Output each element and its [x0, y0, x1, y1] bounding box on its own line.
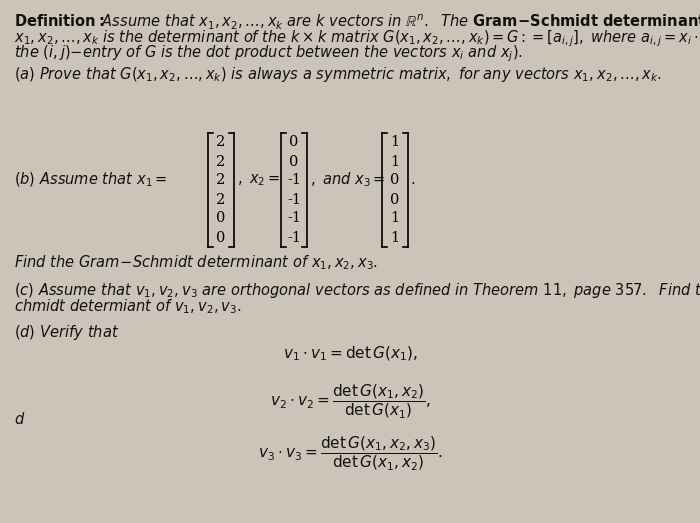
Text: $\mathit{the}\ (i,j)\mathit{-entry\ of}\ G\ \mathit{is\ the\ dot\ product\ betwe: $\mathit{the}\ (i,j)\mathit{-entry\ of}\…	[14, 43, 523, 64]
Text: 0: 0	[289, 154, 299, 168]
Text: $\mathit{Assume\ that}\ x_1, x_2, \ldots, x_k\ \mathit{are}\ k\ \mathit{vectors\: $\mathit{Assume\ that}\ x_1, x_2, \ldots…	[101, 13, 700, 32]
Text: 1: 1	[391, 211, 400, 225]
Text: 0: 0	[216, 211, 225, 225]
Text: $,\ x_2 =$: $,\ x_2 =$	[237, 172, 280, 188]
Text: 1: 1	[391, 231, 400, 244]
Text: $v_3 \cdot v_3 = \dfrac{\det G(x_1, x_2, x_3)}{\det G(x_1, x_2)}.$: $v_3 \cdot v_3 = \dfrac{\det G(x_1, x_2,…	[258, 435, 442, 473]
Text: 0: 0	[289, 135, 299, 150]
Text: 2: 2	[216, 154, 225, 168]
Text: 0: 0	[391, 174, 400, 188]
Text: 1: 1	[391, 135, 400, 150]
Text: 0: 0	[216, 231, 225, 244]
Text: $d$: $d$	[14, 411, 25, 427]
Text: -1: -1	[287, 211, 301, 225]
Text: $\mathbf{Definition:}$: $\mathbf{Definition:}$	[14, 13, 104, 29]
Text: 2: 2	[216, 135, 225, 150]
Text: $(b)\ \mathit{Assume\ that}\ x_1 = $: $(b)\ \mathit{Assume\ that}\ x_1 = $	[14, 171, 167, 189]
Text: $\mathit{chmidt\ determiant\ of}\ v_1, v_2, v_3.$: $\mathit{chmidt\ determiant\ of}\ v_1, v…	[14, 297, 241, 316]
Text: $(d)\ \mathit{Verify\ that}$: $(d)\ \mathit{Verify\ that}$	[14, 323, 119, 342]
Text: -1: -1	[287, 192, 301, 207]
Text: $x_1, x_2, \ldots, x_k\ \mathit{is\ the\ determinant\ of\ the}\ k \times k\ \mat: $x_1, x_2, \ldots, x_k\ \mathit{is\ the\…	[14, 28, 700, 49]
Text: 2: 2	[216, 192, 225, 207]
Text: $.$: $.$	[410, 173, 415, 187]
Text: $\mathit{Find\ the\ Gram\!-\!Schmidt\ determinant\ of}\ x_1, x_2, x_3.$: $\mathit{Find\ the\ Gram\!-\!Schmidt\ de…	[14, 253, 378, 272]
Text: $v_1 \cdot v_1 = \det G(x_1),$: $v_1 \cdot v_1 = \det G(x_1),$	[283, 345, 417, 363]
Text: $,\ \mathit{and}\ x_3 =$: $,\ \mathit{and}\ x_3 =$	[310, 170, 386, 189]
Text: -1: -1	[287, 231, 301, 244]
Text: 1: 1	[391, 154, 400, 168]
Text: 0: 0	[391, 192, 400, 207]
Text: $(a)\ \mathit{Prove\ that}\ G(x_1, x_2, \ldots, x_k)\ \mathit{is\ always\ a\ sym: $(a)\ \mathit{Prove\ that}\ G(x_1, x_2, …	[14, 65, 662, 84]
Text: $(c)\ \mathit{Assume\ that}\ v_1, v_2, v_3\ \mathit{are\ orthogonal\ vectors\ as: $(c)\ \mathit{Assume\ that}\ v_1, v_2, v…	[14, 281, 700, 300]
Text: $v_2 \cdot v_2 = \dfrac{\det G(x_1, x_2)}{\det G(x_1)},$: $v_2 \cdot v_2 = \dfrac{\det G(x_1, x_2)…	[270, 383, 430, 421]
Text: -1: -1	[287, 174, 301, 188]
Text: 2: 2	[216, 174, 225, 188]
